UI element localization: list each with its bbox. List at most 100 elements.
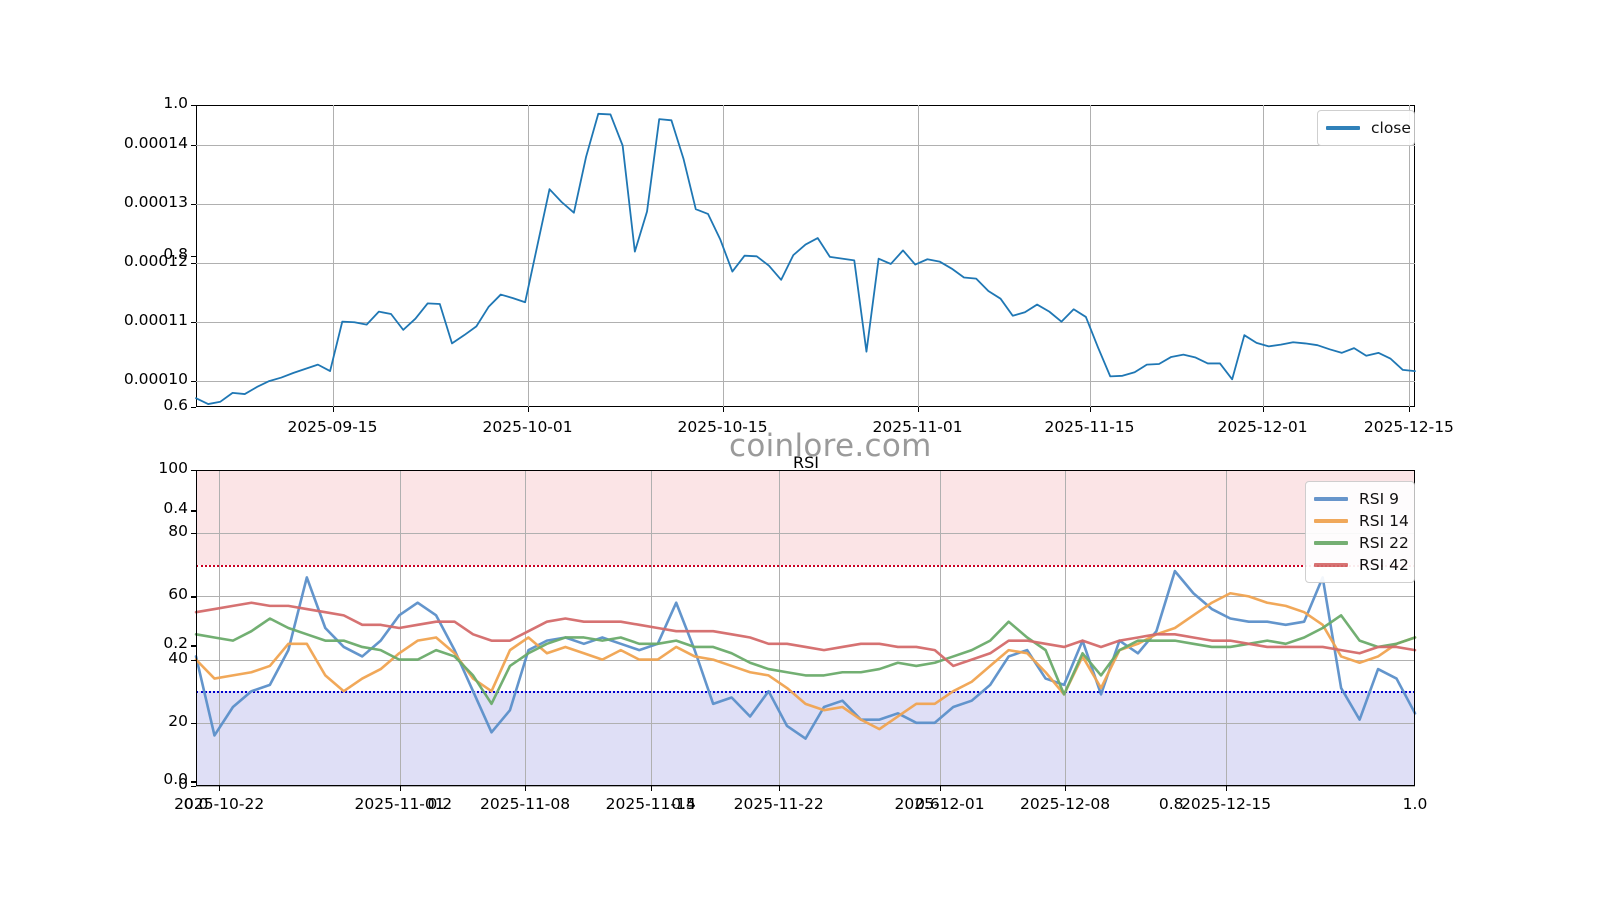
rsi-gridline-horizontal <box>196 659 1415 661</box>
rsi-y-tickmark <box>191 722 196 725</box>
price-gridline-vertical <box>527 105 529 407</box>
price-legend-row: close <box>1326 117 1411 139</box>
rsi-y-tick-label: 0 <box>178 775 188 793</box>
rsi-y-tickmark-secondary <box>191 510 196 512</box>
rsi-gridline-vertical <box>778 470 780 786</box>
watermark: coinlore.com <box>729 428 932 464</box>
rsi-x-tick-label: 2025-10-22 <box>174 795 265 813</box>
rsi-subplot-title: RSI <box>793 453 819 472</box>
price-gridline-vertical <box>917 105 919 407</box>
price-x-tick-label: 2025-10-01 <box>482 418 573 436</box>
price-y-tick-label: 0.00011 <box>123 310 188 329</box>
price-x-tickmark <box>1089 407 1091 412</box>
price-legend[interactable]: close <box>1317 110 1415 146</box>
rsi-x-tick-label-secondary: 0.4 <box>671 795 696 813</box>
price-gridline-horizontal <box>196 203 1415 205</box>
price-y-tick-label: 0.00013 <box>123 192 188 211</box>
rsi-x-tick-label-secondary: 0.6 <box>915 795 940 813</box>
rsi-legend-row: RSI 22 <box>1314 532 1409 554</box>
price-x-tickmark <box>332 407 334 412</box>
price-y-tickmark-secondary <box>191 407 196 409</box>
rsi-legend-swatch <box>1314 563 1348 567</box>
price-y-tick-label: 0.00012 <box>123 251 188 270</box>
price-legend-swatch <box>1326 126 1360 130</box>
price-gridline-vertical <box>1262 105 1264 407</box>
rsi-y-tick-label: 40 <box>168 648 188 667</box>
price-x-tickmark <box>527 407 529 412</box>
rsi-legend[interactable]: RSI 9 RSI 14 RSI 22 RSI 42 <box>1305 481 1415 583</box>
price-y-tick-label-secondary: 0.8 <box>163 245 188 263</box>
price-x-tick-label: 2025-10-15 <box>677 418 768 436</box>
price-gridline-horizontal <box>196 262 1415 264</box>
rsi-gridline-vertical <box>939 470 941 786</box>
price-x-tick-label: 2025-12-15 <box>1363 418 1454 436</box>
price-gridline-vertical <box>332 105 334 407</box>
price-x-tickmark <box>722 407 724 412</box>
rsi-x-tickmark <box>778 786 780 791</box>
price-x-tickmark <box>917 407 919 412</box>
rsi-y-tickmark-secondary <box>191 781 196 783</box>
rsi-gridline-horizontal <box>196 786 1415 787</box>
rsi-line-series <box>194 569 1417 740</box>
rsi-x-tick-label-secondary: 0.0 <box>183 795 209 813</box>
rsi-x-tick-label: 2025-11-15 <box>605 795 696 813</box>
price-gridline-vertical <box>1408 105 1410 407</box>
rsi-y-tickmark <box>191 596 196 598</box>
rsi-oversold-threshold-line <box>196 691 1415 694</box>
rsi-x-tickmark <box>399 786 401 791</box>
price-gridline-horizontal <box>196 145 1415 146</box>
rsi-x-tick-label-secondary: 1.0 <box>1402 795 1428 813</box>
rsi-y-tick-label-secondary: 0.4 <box>163 499 188 518</box>
rsi-y-tick-label: 100 <box>158 459 188 477</box>
rsi-x-tick-label-secondary: 0.8 <box>1158 795 1184 813</box>
rsi-x-tick-label: 2025-11-22 <box>733 795 824 813</box>
price-y-tickmark <box>191 380 196 382</box>
price-y-tickmark <box>191 145 196 147</box>
rsi-gridline-vertical <box>219 470 221 786</box>
price-chart-panel <box>195 105 1416 407</box>
rsi-x-tickmark <box>219 786 221 791</box>
price-y-tickmark <box>191 321 196 323</box>
price-x-tickmark <box>1262 407 1264 412</box>
rsi-x-tick-label-secondary: 0.2 <box>427 795 453 813</box>
rsi-gridline-horizontal <box>196 596 1415 598</box>
rsi-x-tickmark <box>650 786 652 791</box>
rsi-overbought-band <box>196 470 1415 565</box>
price-y-tickmark <box>191 262 196 265</box>
price-gridline-horizontal <box>196 321 1415 323</box>
price-y-tick-label: 0.00014 <box>123 134 188 152</box>
rsi-y-tick-label: 20 <box>168 711 188 730</box>
rsi-overbought-threshold-line <box>196 564 1415 567</box>
rsi-gridline-vertical <box>1226 470 1228 786</box>
price-x-tick-label: 2025-09-15 <box>287 418 378 436</box>
rsi-legend-label: RSI 9 <box>1359 490 1399 508</box>
rsi-x-tick-label: 2025-11-08 <box>480 795 571 813</box>
price-y-tick-label: 0.00010 <box>123 369 188 388</box>
rsi-y-tickmark-secondary <box>191 645 196 647</box>
rsi-y-tick-label: 80 <box>168 522 188 541</box>
price-y-tickmark <box>191 203 196 206</box>
rsi-legend-label: RSI 14 <box>1359 512 1409 530</box>
rsi-y-tickmark <box>191 786 196 788</box>
rsi-y-tick-label-secondary: 0.0 <box>163 770 188 789</box>
rsi-x-tickmark <box>1065 786 1067 791</box>
price-gridline-horizontal <box>196 380 1415 382</box>
rsi-x-tickmark <box>939 786 941 791</box>
rsi-x-tickmark <box>525 786 527 791</box>
rsi-legend-label: RSI 22 <box>1359 534 1409 552</box>
rsi-x-tick-label: 2025-12-15 <box>1181 795 1272 813</box>
price-y-tick-label-secondary: 1.0 <box>163 94 188 112</box>
rsi-y-tickmark <box>191 533 196 535</box>
rsi-legend-swatch <box>1314 519 1348 523</box>
price-x-tick-label: 2025-11-15 <box>1044 418 1135 436</box>
price-line-series <box>195 112 1416 405</box>
rsi-gridline-horizontal <box>196 722 1415 724</box>
rsi-gridline-vertical <box>525 470 527 786</box>
price-x-tickmark <box>1408 407 1411 412</box>
rsi-x-tickmark <box>1226 786 1228 791</box>
rsi-y-tick-label-secondary: 0.2 <box>163 634 188 653</box>
rsi-y-tickmark <box>191 470 196 472</box>
rsi-x-tick-label: 2025-12-08 <box>1020 795 1111 813</box>
price-gridline-vertical <box>722 105 724 407</box>
